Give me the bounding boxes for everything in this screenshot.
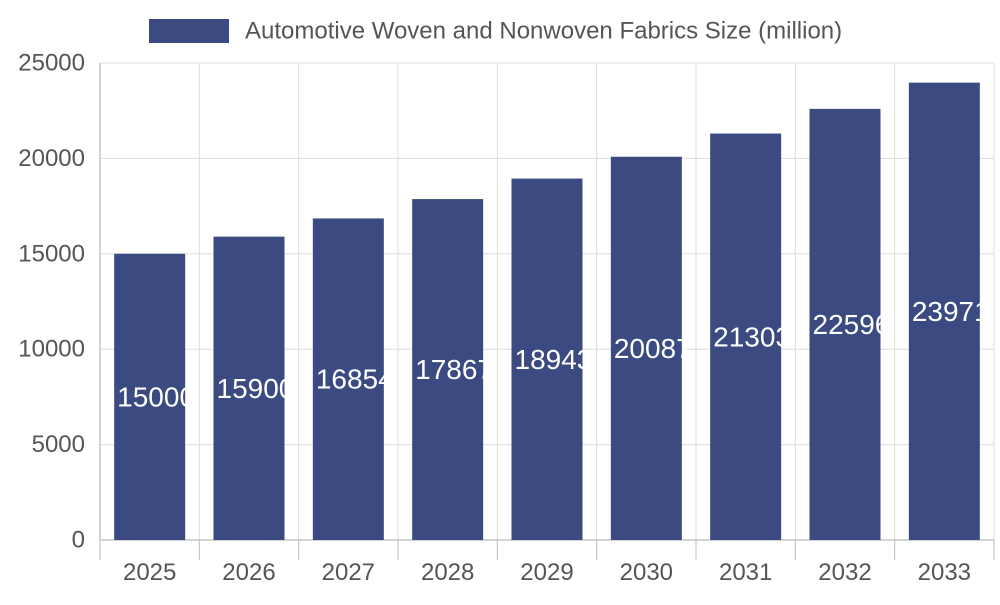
- svg-text:2032: 2032: [818, 559, 871, 586]
- svg-text:0: 0: [72, 527, 85, 554]
- svg-text:2031: 2031: [719, 559, 772, 586]
- svg-text:20000: 20000: [18, 145, 85, 172]
- svg-text:16854: 16854: [316, 364, 394, 395]
- svg-text:2028: 2028: [421, 559, 474, 586]
- svg-text:2030: 2030: [620, 559, 673, 586]
- svg-text:15000: 15000: [18, 240, 85, 267]
- svg-text:22596: 22596: [813, 309, 891, 340]
- svg-text:10000: 10000: [18, 336, 85, 363]
- svg-text:20087: 20087: [614, 333, 692, 364]
- svg-text:21303: 21303: [713, 321, 791, 352]
- svg-text:17867: 17867: [415, 354, 493, 385]
- svg-text:2026: 2026: [222, 559, 275, 586]
- svg-text:23971: 23971: [912, 296, 990, 327]
- svg-text:2033: 2033: [918, 559, 971, 586]
- svg-text:2029: 2029: [520, 559, 573, 586]
- svg-text:15900: 15900: [217, 373, 295, 404]
- svg-text:15000: 15000: [117, 381, 195, 412]
- svg-text:5000: 5000: [32, 431, 85, 458]
- svg-text:25000: 25000: [18, 50, 85, 77]
- svg-text:2025: 2025: [123, 559, 176, 586]
- svg-text:Automotive Woven and Nonwoven: Automotive Woven and Nonwoven Fabrics Si…: [245, 18, 842, 45]
- svg-text:2027: 2027: [322, 559, 375, 586]
- svg-text:18943: 18943: [515, 344, 593, 375]
